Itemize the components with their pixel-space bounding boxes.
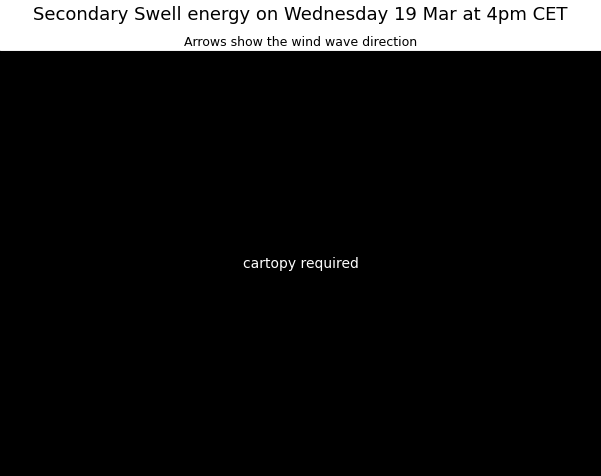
Text: Arrows show the wind wave direction: Arrows show the wind wave direction [184,36,417,49]
Text: cartopy required: cartopy required [243,257,358,271]
Text: Secondary Swell energy on Wednesday 19 Mar at 4pm CET: Secondary Swell energy on Wednesday 19 M… [33,6,568,24]
